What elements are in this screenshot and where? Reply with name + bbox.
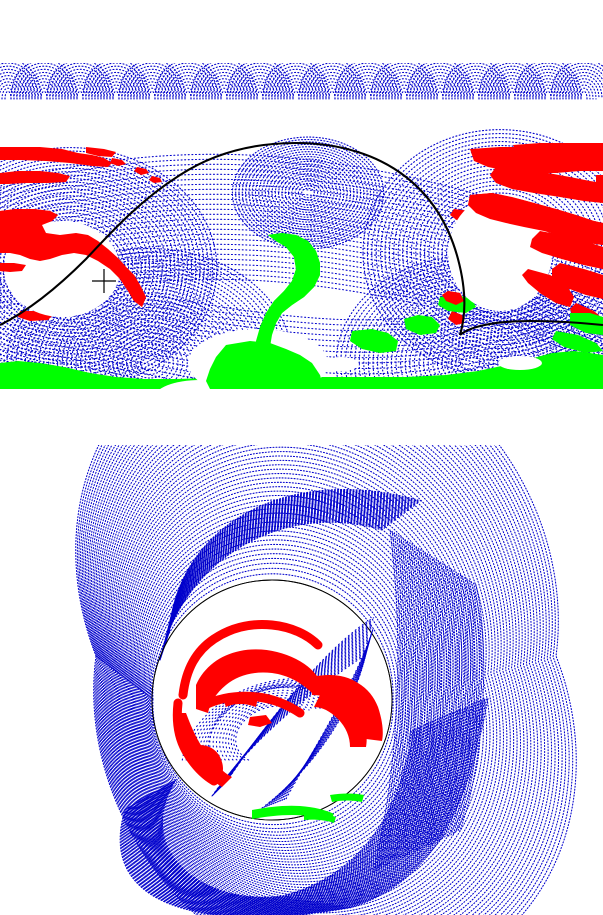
field-line-envelope	[75, 445, 577, 915]
globe-panel	[0, 445, 603, 915]
map-panel	[0, 63, 603, 389]
map-panel-canvas	[0, 63, 603, 389]
crosshair-marker	[92, 269, 116, 293]
globe-panel-canvas	[0, 445, 603, 915]
coastline-north-globe-fill	[176, 649, 383, 787]
landmass-overlay	[0, 193, 603, 307]
coastline-south-globe	[252, 793, 364, 823]
field-line-dots-north	[0, 63, 603, 100]
landmass-overlay-green	[206, 233, 324, 389]
globe-limb-circle-top	[151, 579, 393, 821]
closed-black-contour	[0, 141, 603, 336]
